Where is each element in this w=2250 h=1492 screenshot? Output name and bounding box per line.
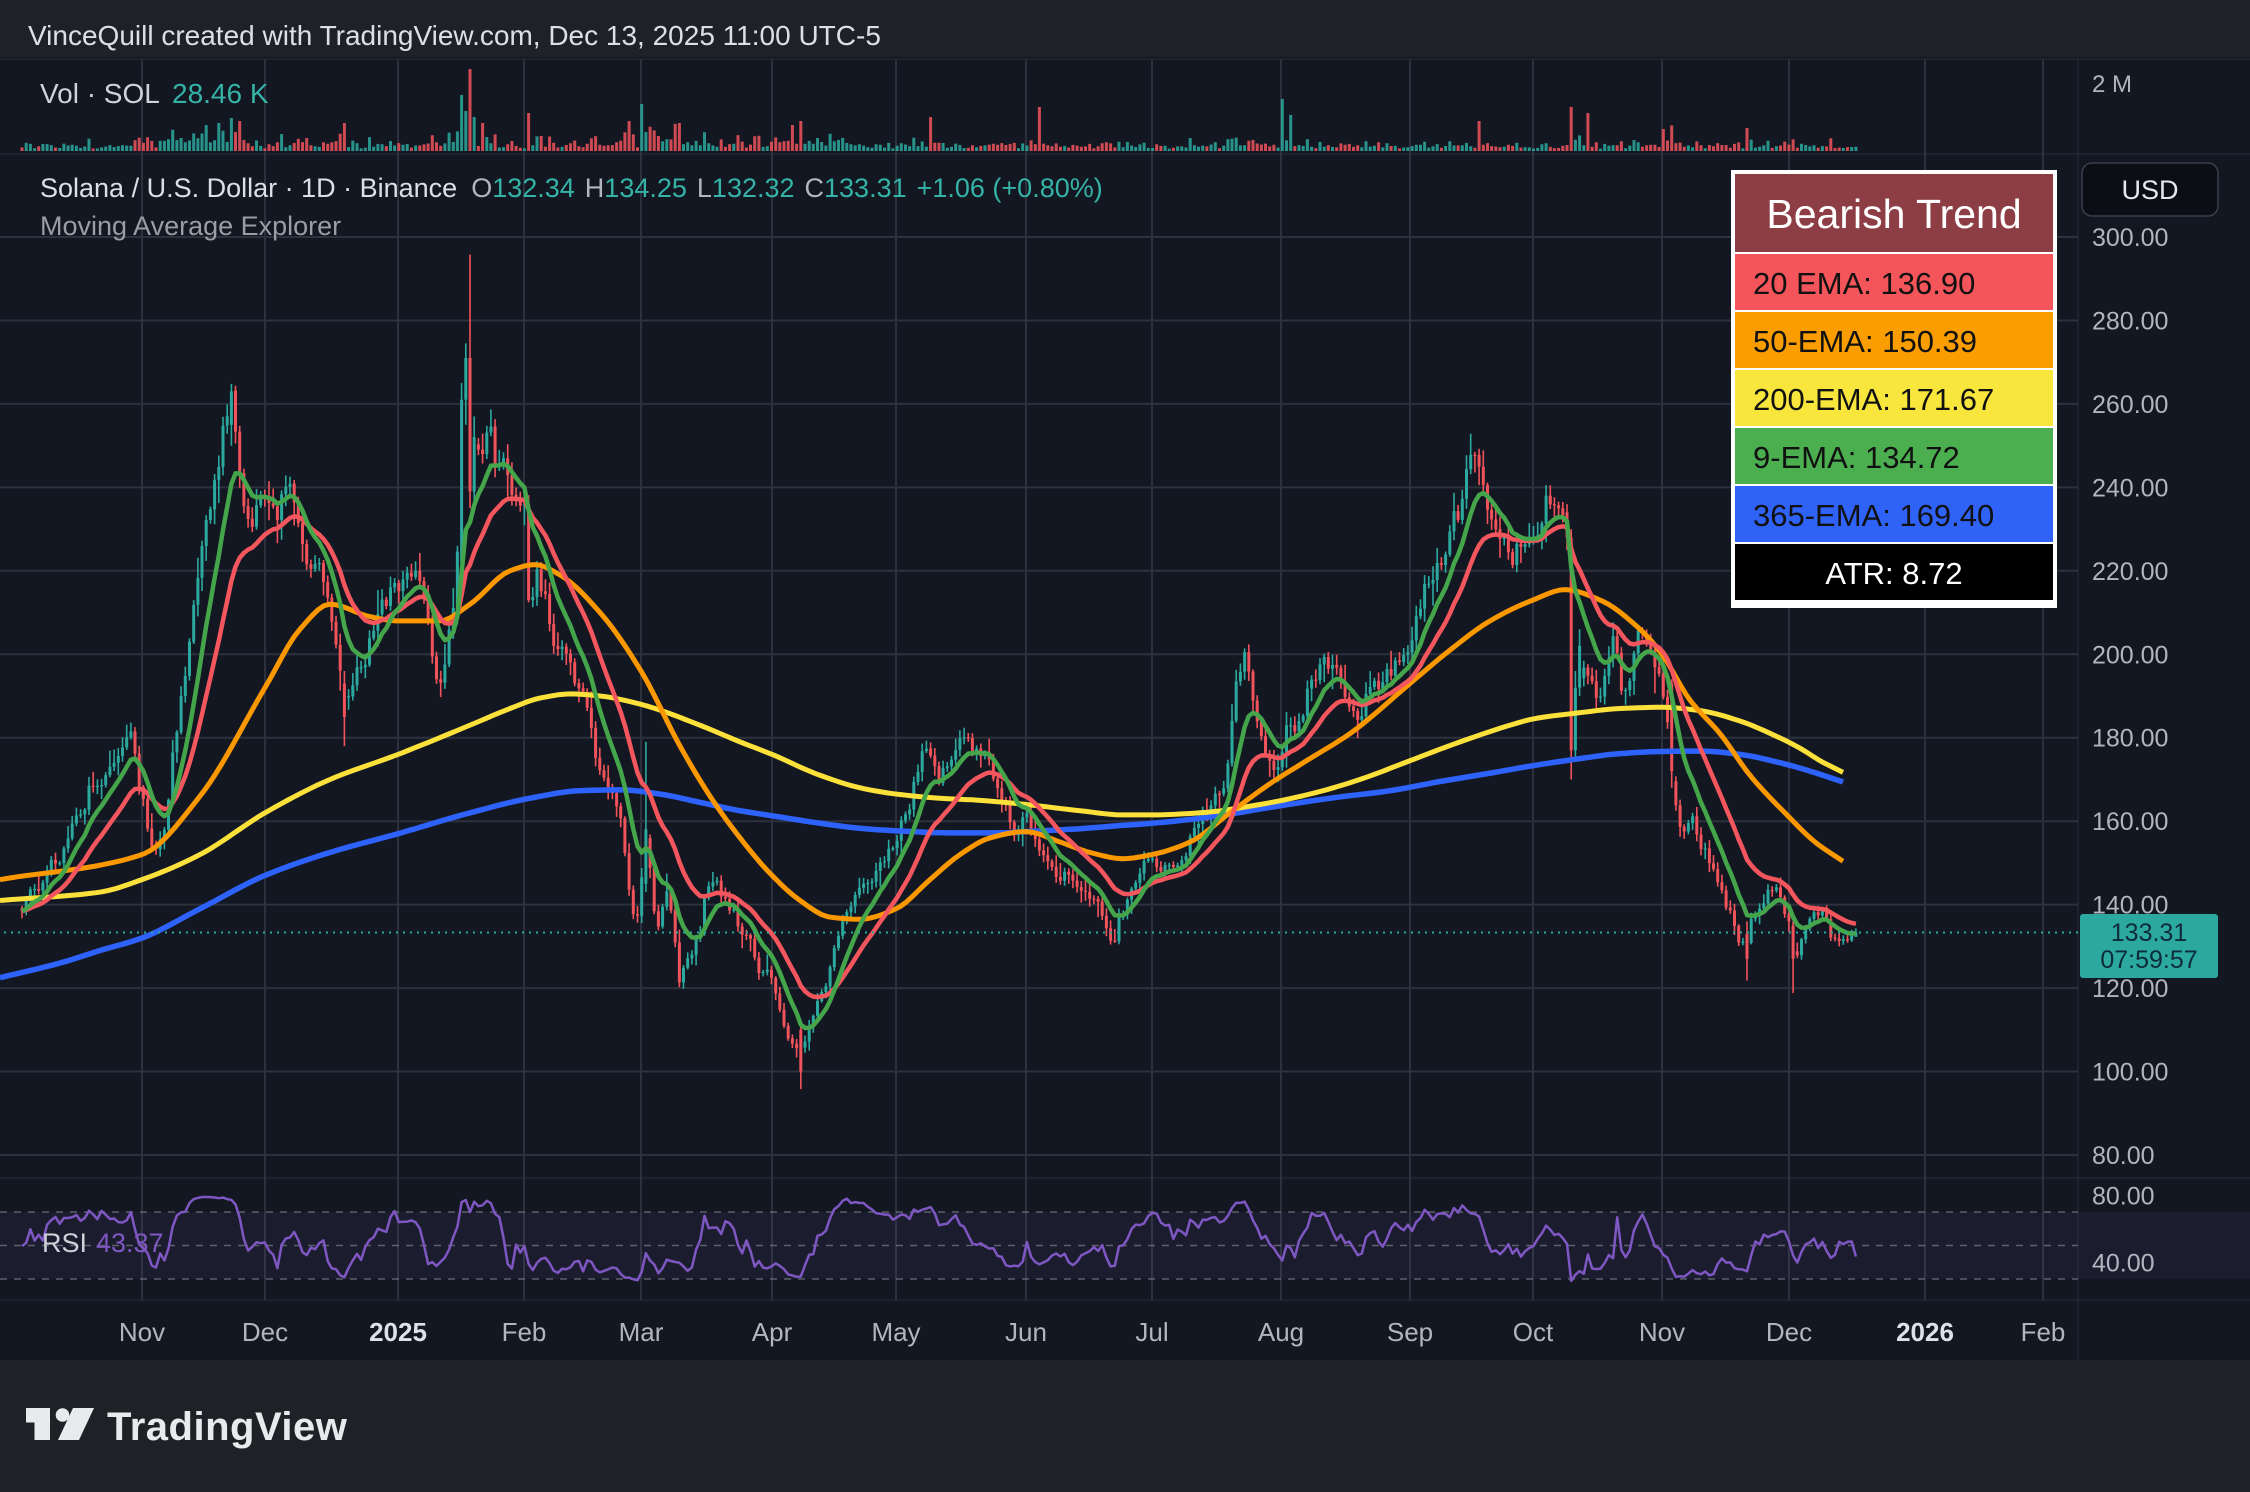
svg-text:Moving Average Explorer: Moving Average Explorer (40, 211, 341, 241)
svg-text:ATR: 8.72: ATR: 8.72 (1825, 556, 1962, 591)
svg-text:Jun: Jun (1005, 1317, 1047, 1347)
svg-text:2 M: 2 M (2092, 71, 2132, 98)
svg-text:Oct: Oct (1513, 1317, 1554, 1347)
svg-text:RSI: RSI (42, 1228, 87, 1258)
svg-text:260.00: 260.00 (2092, 391, 2168, 419)
svg-text:200.00: 200.00 (2092, 641, 2168, 669)
svg-text:May: May (871, 1317, 920, 1347)
svg-text:20 EMA: 136.90: 20 EMA: 136.90 (1753, 266, 1975, 301)
svg-text:Feb: Feb (502, 1317, 547, 1347)
svg-text:Mar: Mar (619, 1317, 664, 1347)
svg-text:28.46 K: 28.46 K (172, 78, 269, 109)
svg-text:200-EMA: 171.67: 200-EMA: 171.67 (1753, 382, 1994, 417)
svg-text:Aug: Aug (1258, 1317, 1304, 1347)
svg-text:Apr: Apr (752, 1317, 793, 1347)
svg-text:2026: 2026 (1896, 1317, 1954, 1347)
svg-text:133.31: 133.31 (2111, 919, 2187, 947)
svg-text:100.00: 100.00 (2092, 1059, 2168, 1087)
svg-text:Dec: Dec (242, 1317, 288, 1347)
svg-text:Bearish Trend: Bearish Trend (1766, 191, 2021, 237)
svg-text:220.00: 220.00 (2092, 558, 2168, 586)
svg-text:Feb: Feb (2021, 1317, 2066, 1347)
svg-text:9-EMA: 134.72: 9-EMA: 134.72 (1753, 440, 1960, 475)
svg-text:Nov: Nov (119, 1317, 165, 1347)
svg-text:Dec: Dec (1766, 1317, 1812, 1347)
svg-text:120.00: 120.00 (2092, 975, 2168, 1003)
svg-text:280.00: 280.00 (2092, 307, 2168, 335)
svg-text:240.00: 240.00 (2092, 474, 2168, 502)
svg-text:Sep: Sep (1387, 1317, 1433, 1347)
svg-text:365-EMA: 169.40: 365-EMA: 169.40 (1753, 498, 1994, 533)
svg-text:80.00: 80.00 (2092, 1182, 2155, 1210)
svg-text:USD: USD (2121, 175, 2178, 205)
svg-text:07:59:57: 07:59:57 (2100, 946, 2197, 974)
svg-text:43.37: 43.37 (96, 1228, 164, 1258)
svg-text:40.00: 40.00 (2092, 1249, 2155, 1277)
svg-text:50-EMA: 150.39: 50-EMA: 150.39 (1753, 324, 1977, 359)
svg-text:2025: 2025 (369, 1317, 427, 1347)
svg-text:300.00: 300.00 (2092, 224, 2168, 252)
svg-text:Solana / U.S. Dollar · 1D · Bi: Solana / U.S. Dollar · 1D · Binance O132.… (40, 173, 1103, 203)
svg-text:Jul: Jul (1135, 1317, 1168, 1347)
svg-text:Vol · SOL: Vol · SOL (40, 78, 160, 109)
svg-text:180.00: 180.00 (2092, 725, 2168, 753)
svg-text:80.00: 80.00 (2092, 1142, 2155, 1170)
svg-text:TradingView: TradingView (107, 1405, 348, 1449)
svg-text:160.00: 160.00 (2092, 808, 2168, 836)
svg-text:VinceQuill created with Tradin: VinceQuill created with TradingView.com,… (28, 20, 881, 51)
svg-text:Nov: Nov (1639, 1317, 1685, 1347)
